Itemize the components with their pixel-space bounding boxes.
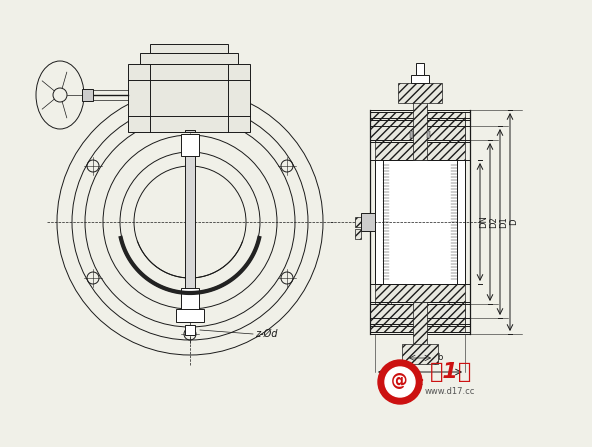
Bar — [355, 229, 361, 239]
Text: D: D — [510, 219, 519, 225]
Circle shape — [385, 367, 415, 397]
Text: www.d17.cc: www.d17.cc — [425, 387, 475, 396]
Bar — [176, 309, 204, 322]
Text: @: @ — [391, 372, 407, 390]
Bar — [402, 344, 438, 364]
Text: D1: D1 — [500, 216, 509, 228]
Bar — [370, 304, 465, 324]
Bar — [128, 64, 250, 132]
Bar — [413, 98, 427, 160]
Bar — [82, 89, 93, 101]
Bar — [140, 53, 238, 64]
Bar — [410, 131, 413, 138]
Bar — [449, 118, 465, 142]
Bar — [355, 217, 361, 227]
Bar — [427, 131, 430, 138]
Bar — [449, 302, 465, 326]
Bar — [413, 302, 427, 346]
Bar — [361, 213, 375, 231]
Text: z-Ød: z-Ød — [255, 329, 278, 339]
Bar — [375, 302, 391, 326]
Bar — [370, 112, 465, 126]
Bar — [398, 83, 442, 103]
Bar — [375, 284, 465, 302]
Text: L: L — [417, 377, 423, 387]
Bar — [185, 325, 195, 335]
Text: 第1枪: 第1枪 — [430, 362, 472, 382]
Circle shape — [378, 360, 422, 404]
Bar — [150, 44, 228, 53]
Bar — [181, 288, 199, 310]
Bar — [375, 118, 391, 142]
Bar — [185, 150, 195, 294]
Bar — [375, 142, 465, 160]
Bar — [411, 75, 429, 83]
Text: DN: DN — [480, 215, 488, 228]
Bar — [370, 318, 465, 332]
Bar — [370, 120, 465, 140]
Bar — [185, 130, 195, 132]
Bar — [181, 134, 199, 156]
Text: D2: D2 — [490, 216, 498, 228]
Bar — [416, 63, 424, 75]
Text: b: b — [437, 354, 442, 363]
Bar — [375, 160, 465, 284]
